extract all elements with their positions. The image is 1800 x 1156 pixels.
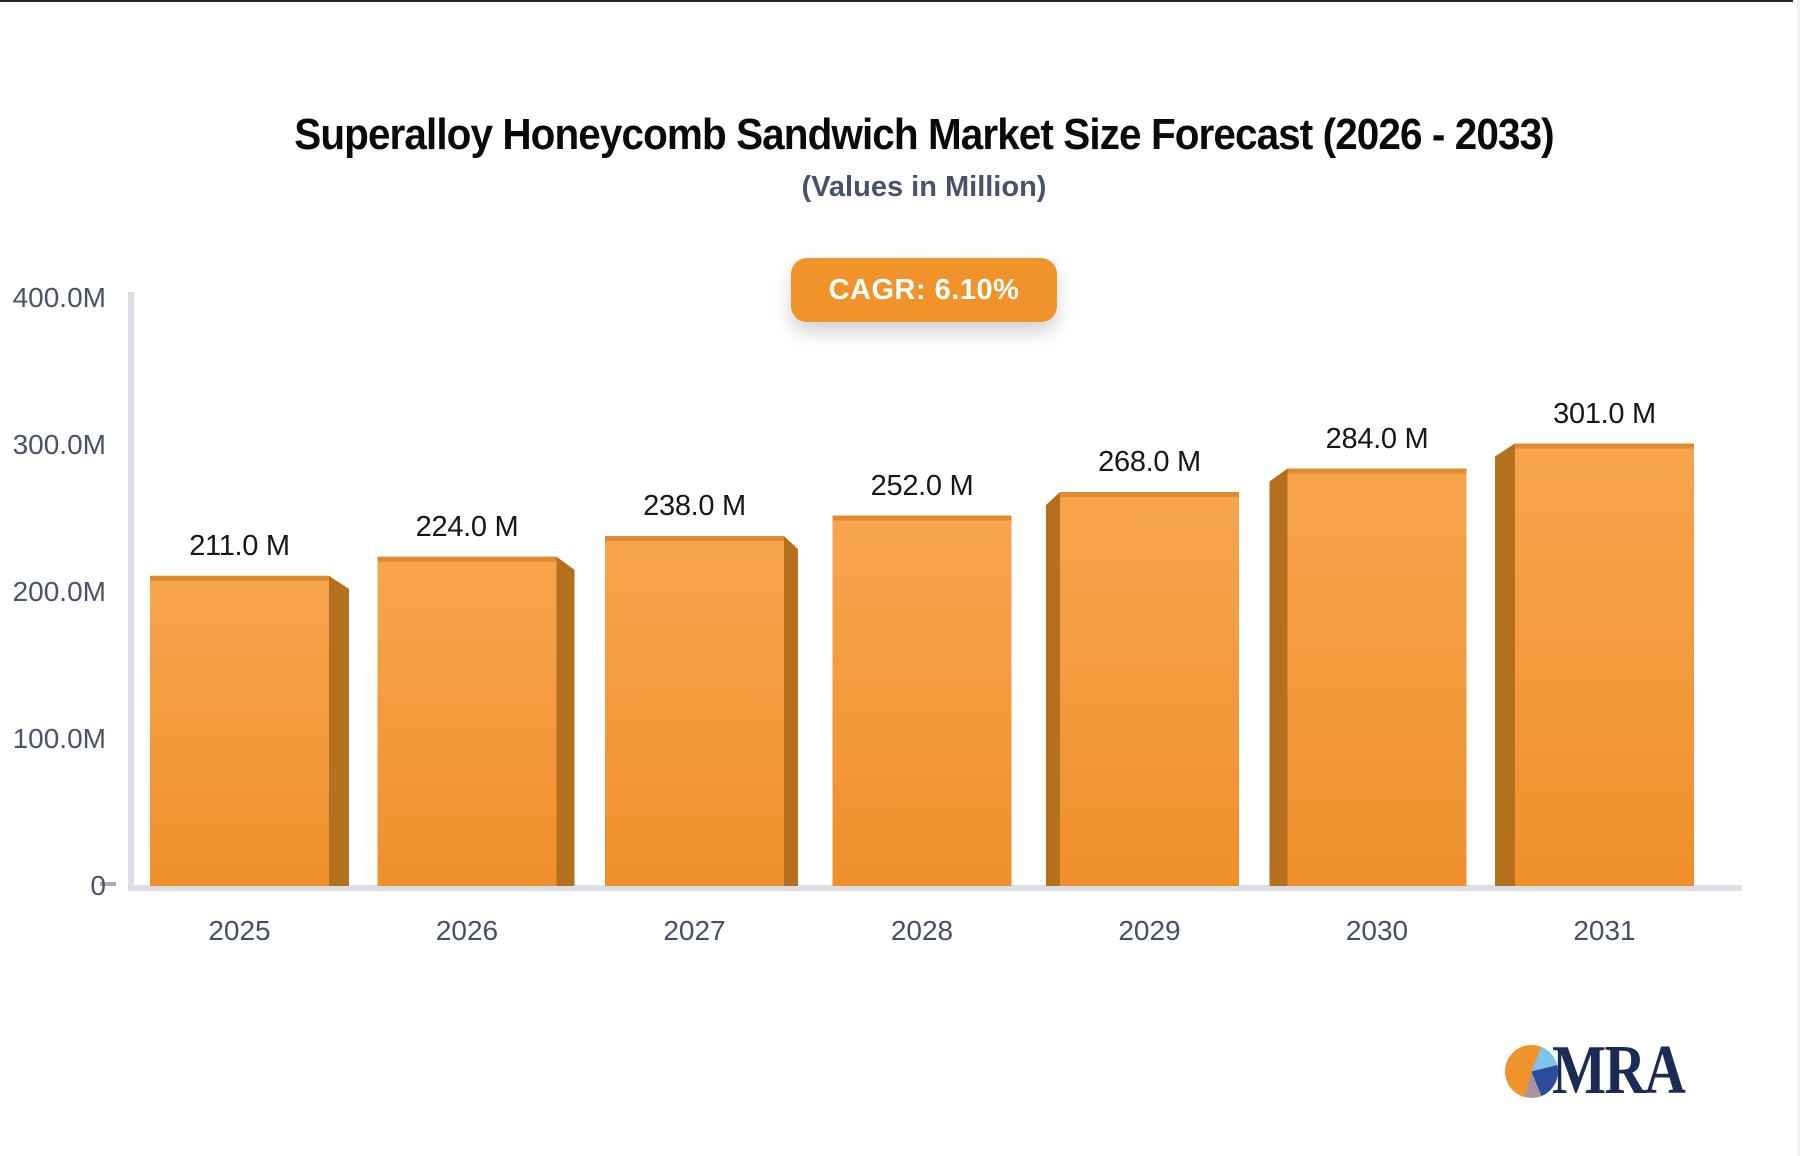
bar-side-face [1269, 468, 1288, 886]
y-axis-label: 100.0M [12, 723, 106, 754]
mra-logo-text: MRA [1552, 1032, 1686, 1109]
bar-value-label: 252.0 M [870, 469, 974, 502]
bar-top-edge [1515, 443, 1694, 449]
bar [1515, 443, 1694, 886]
chart-title: Superalloy Honeycomb Sandwich Market Siz… [294, 110, 1554, 159]
y-axis-label: 200.0M [12, 576, 106, 607]
mra-pie-chart-icon [1505, 1044, 1558, 1098]
x-axis-label: 2031 [1573, 915, 1636, 946]
bar-side-face [556, 556, 575, 886]
bar-value-label: 238.0 M [643, 490, 746, 523]
right-edge-line [1797, 0, 1800, 1156]
bar-side-face [329, 575, 349, 886]
x-axis-baseline [128, 885, 1742, 891]
bar-top-edge [832, 515, 1012, 521]
bar-value-label: 268.0 M [1098, 446, 1201, 479]
cagr-badge: CAGR: 6.10% [791, 258, 1057, 322]
bar [1060, 492, 1239, 886]
bar-top-edge [1060, 492, 1239, 498]
bar-top-edge [605, 536, 784, 542]
bar-value-label: 211.0 M [189, 529, 290, 562]
x-axis-label: 2025 [208, 915, 271, 946]
bar-value-label: 284.0 M [1325, 422, 1429, 455]
bar-side-face [1495, 443, 1515, 886]
top-border-line [0, 0, 1793, 2]
bar [605, 536, 784, 886]
y-axis-line [128, 292, 134, 891]
bar-top-edge [377, 556, 557, 562]
y-axis-label: 300.0M [12, 429, 106, 460]
bar-value-label: 301.0 M [1553, 397, 1656, 430]
y-axis-label: 400.0M [12, 282, 106, 313]
bar [832, 515, 1012, 886]
x-axis-label: 2028 [890, 915, 954, 946]
bar-top-edge [150, 575, 329, 581]
bar-value-label: 224.0 M [415, 510, 519, 543]
zero-tick-mark [100, 882, 116, 886]
chart-subtitle: (Values in Million) [801, 171, 1047, 203]
bar [377, 556, 557, 886]
x-axis-label: 2030 [1345, 915, 1409, 946]
cagr-badge-label: CAGR: 6.10% [828, 273, 1020, 306]
bar-top-edge [1287, 468, 1467, 474]
mra-logo: MRA [1505, 1032, 1713, 1109]
bar [1287, 468, 1467, 886]
bar-side-face [784, 536, 798, 886]
bar-side-face [1046, 492, 1060, 886]
x-axis-label: 2029 [1118, 915, 1181, 946]
bar [150, 575, 329, 886]
y-axis-label: 0 [90, 870, 106, 901]
x-axis-label: 2026 [435, 915, 499, 946]
x-axis-label: 2027 [663, 915, 726, 946]
